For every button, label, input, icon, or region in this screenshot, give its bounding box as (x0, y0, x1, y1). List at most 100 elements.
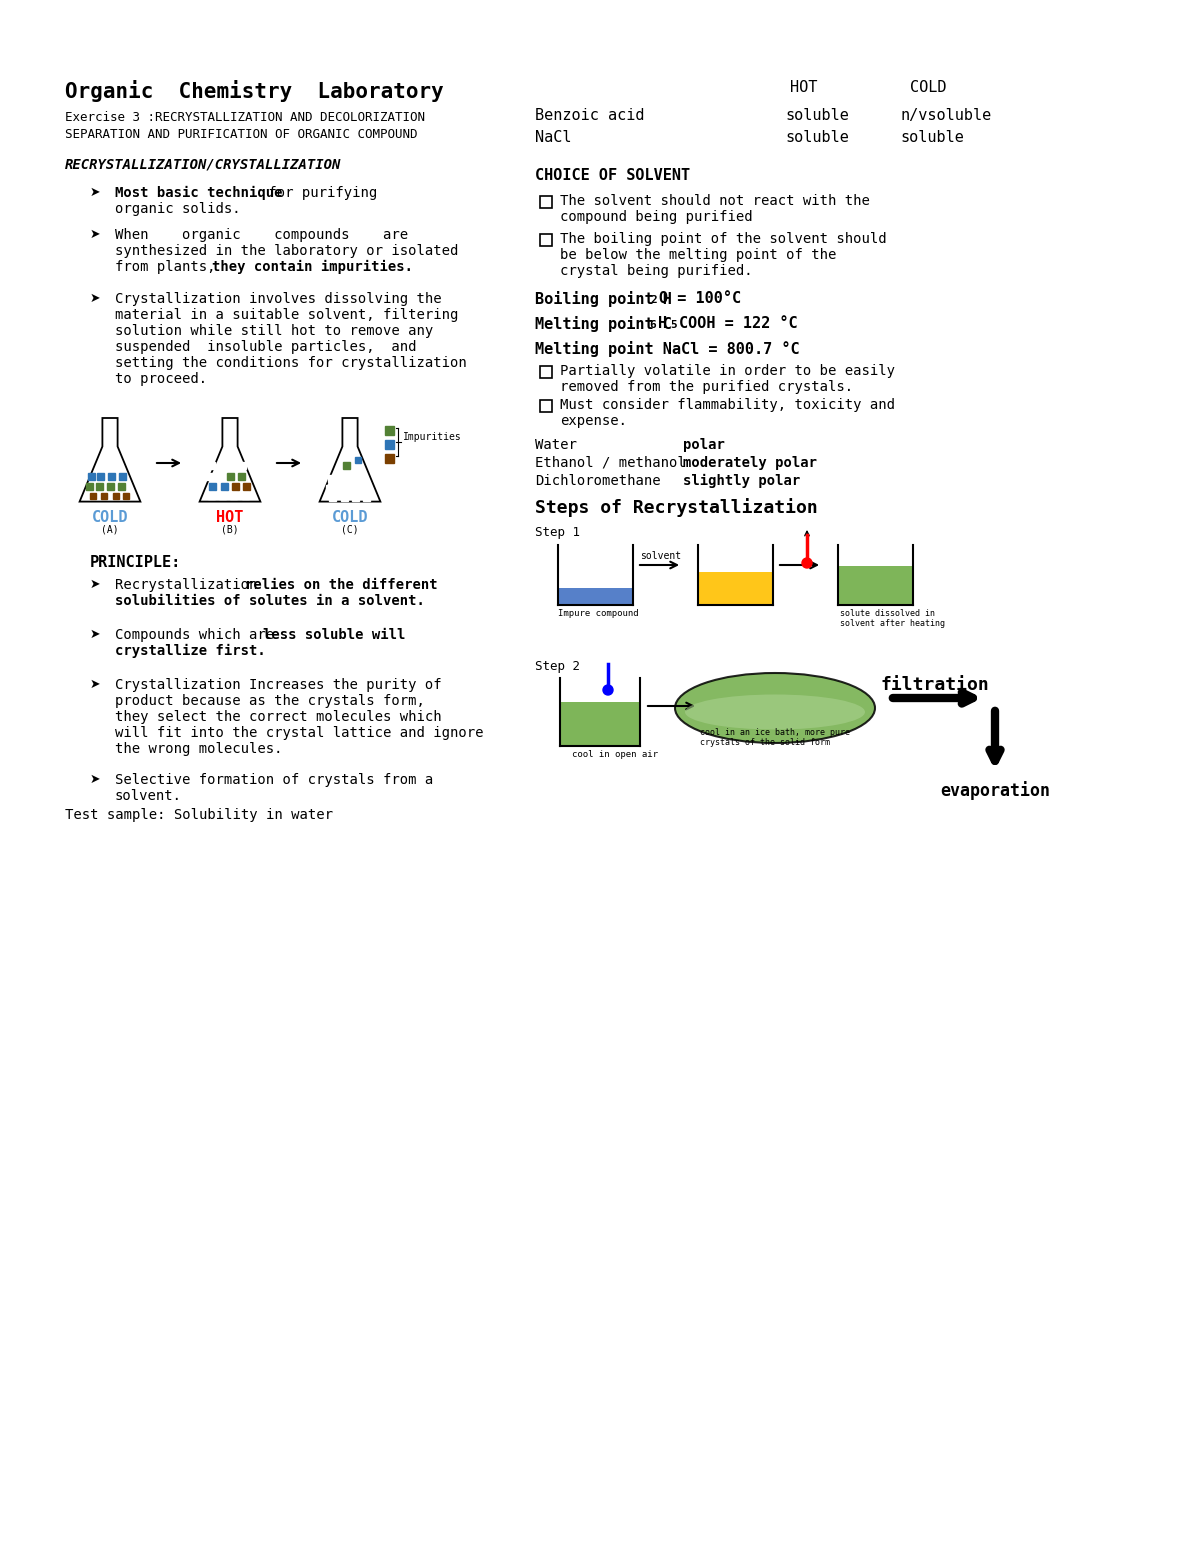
Text: soluble: soluble (785, 109, 848, 123)
Text: ➤: ➤ (90, 186, 101, 199)
Bar (218, 492, 226, 500)
Text: Steps of Recrystallization: Steps of Recrystallization (535, 499, 817, 517)
Text: crystal being purified.: crystal being purified. (560, 264, 752, 278)
Bar (540, 401, 552, 412)
Text: Step 1: Step 1 (535, 526, 580, 539)
Text: NaCl: NaCl (535, 130, 571, 144)
Bar (348, 475, 354, 483)
Text: solubilities of solutes in a solvent.: solubilities of solutes in a solvent. (115, 593, 425, 609)
Text: Selective formation of crystals from a: Selective formation of crystals from a (115, 773, 433, 787)
Text: less soluble will: less soluble will (263, 627, 406, 641)
Bar (343, 461, 349, 469)
Text: crystals of the solid form: crystals of the solid form (700, 738, 830, 747)
Text: ➤: ➤ (90, 773, 101, 786)
Bar (205, 474, 212, 480)
Text: Melting point NaCl = 800.7 °C: Melting point NaCl = 800.7 °C (535, 342, 799, 357)
Text: relies on the different: relies on the different (245, 578, 438, 592)
Text: material in a suitable solvent, filtering: material in a suitable solvent, filterin… (115, 307, 458, 321)
Text: Impure compound: Impure compound (558, 609, 638, 618)
Text: ➤: ➤ (90, 627, 101, 641)
Bar (242, 483, 250, 489)
Bar (362, 494, 370, 502)
Text: n/vsoluble: n/vsoluble (900, 109, 991, 123)
Text: they select the correct molecules which: they select the correct molecules which (115, 710, 442, 724)
Bar (230, 492, 238, 500)
Bar (329, 494, 336, 502)
Text: Benzoic acid: Benzoic acid (535, 109, 644, 123)
Bar (328, 475, 335, 483)
Text: Most basic technique: Most basic technique (115, 186, 282, 200)
Bar (216, 474, 223, 480)
Text: crystallize first.: crystallize first. (115, 644, 265, 658)
Text: ➤: ➤ (90, 679, 101, 691)
Bar (839, 565, 912, 604)
Text: (C): (C) (341, 525, 359, 534)
Text: O = 100°C: O = 100°C (659, 290, 742, 306)
Bar (241, 492, 248, 500)
Bar (96, 483, 103, 489)
Text: solution while still hot to remove any: solution while still hot to remove any (115, 325, 433, 339)
Text: Partially volatile in order to be easily: Partially volatile in order to be easily (560, 363, 895, 377)
Text: COLD: COLD (331, 509, 368, 525)
Bar (358, 475, 365, 483)
Bar (385, 453, 394, 463)
Text: The boiling point of the solvent should: The boiling point of the solvent should (560, 231, 887, 245)
Circle shape (802, 558, 812, 568)
Bar (337, 475, 344, 483)
Text: cool in open air: cool in open air (572, 750, 658, 759)
Bar (124, 492, 130, 499)
Text: Crystallization Increases the purity of: Crystallization Increases the purity of (115, 679, 442, 693)
Bar (228, 474, 234, 480)
Text: ➤: ➤ (90, 228, 101, 241)
Text: solvent: solvent (640, 551, 682, 561)
Bar (108, 474, 115, 480)
Bar (108, 483, 114, 489)
Bar (119, 474, 126, 480)
Text: Exercise 3 :RECRYSTALLIZATION AND DECOLORIZATION: Exercise 3 :RECRYSTALLIZATION AND DECOLO… (65, 110, 425, 124)
Bar (113, 492, 119, 499)
Bar (233, 483, 239, 489)
Text: solvent.: solvent. (115, 789, 182, 803)
Text: Organic  Chemistry  Laboratory: Organic Chemistry Laboratory (65, 81, 444, 102)
Bar (90, 492, 96, 499)
Text: product because as the crystals form,: product because as the crystals form, (115, 694, 425, 708)
Bar (101, 492, 107, 499)
Text: Impurities: Impurities (403, 432, 462, 443)
Text: ➤: ➤ (90, 578, 101, 592)
Text: Ethanol / methanol: Ethanol / methanol (535, 457, 685, 471)
Text: slightly polar: slightly polar (683, 474, 800, 488)
Text: polar: polar (683, 438, 725, 452)
Bar (540, 196, 552, 208)
Ellipse shape (685, 694, 865, 730)
Bar (341, 494, 348, 502)
Bar (239, 461, 246, 469)
Text: The solvent should not react with the: The solvent should not react with the (560, 194, 870, 208)
Text: Step 2: Step 2 (535, 660, 580, 672)
Text: soluble: soluble (900, 130, 964, 144)
Text: be below the melting point of the: be below the melting point of the (560, 248, 836, 262)
Text: ➤: ➤ (90, 292, 101, 304)
Bar (221, 483, 228, 489)
Bar (540, 235, 552, 245)
Text: COLD: COLD (91, 509, 128, 525)
Text: organic solids.: organic solids. (115, 202, 241, 216)
Text: 2: 2 (650, 295, 656, 304)
Text: Compounds which are: Compounds which are (115, 627, 282, 641)
Text: solute dissolved in: solute dissolved in (840, 609, 935, 618)
Text: RECRYSTALLIZATION/CRYSTALLIZATION: RECRYSTALLIZATION/CRYSTALLIZATION (65, 157, 341, 171)
Text: setting the conditions for crystallization: setting the conditions for crystallizati… (115, 356, 467, 370)
Bar (359, 485, 366, 492)
Bar (353, 494, 359, 502)
Bar (355, 457, 361, 463)
Bar (325, 485, 332, 492)
Text: Must consider flammability, toxicity and: Must consider flammability, toxicity and (560, 398, 895, 412)
Bar (217, 461, 224, 469)
Text: solvent after heating: solvent after heating (840, 620, 946, 627)
Text: 5: 5 (670, 320, 677, 329)
Text: for purifying: for purifying (260, 186, 377, 200)
Bar (88, 474, 95, 480)
Bar (562, 702, 640, 745)
Bar (238, 474, 245, 480)
Text: PRINCIPLE:: PRINCIPLE: (90, 554, 181, 570)
Bar (385, 426, 394, 435)
